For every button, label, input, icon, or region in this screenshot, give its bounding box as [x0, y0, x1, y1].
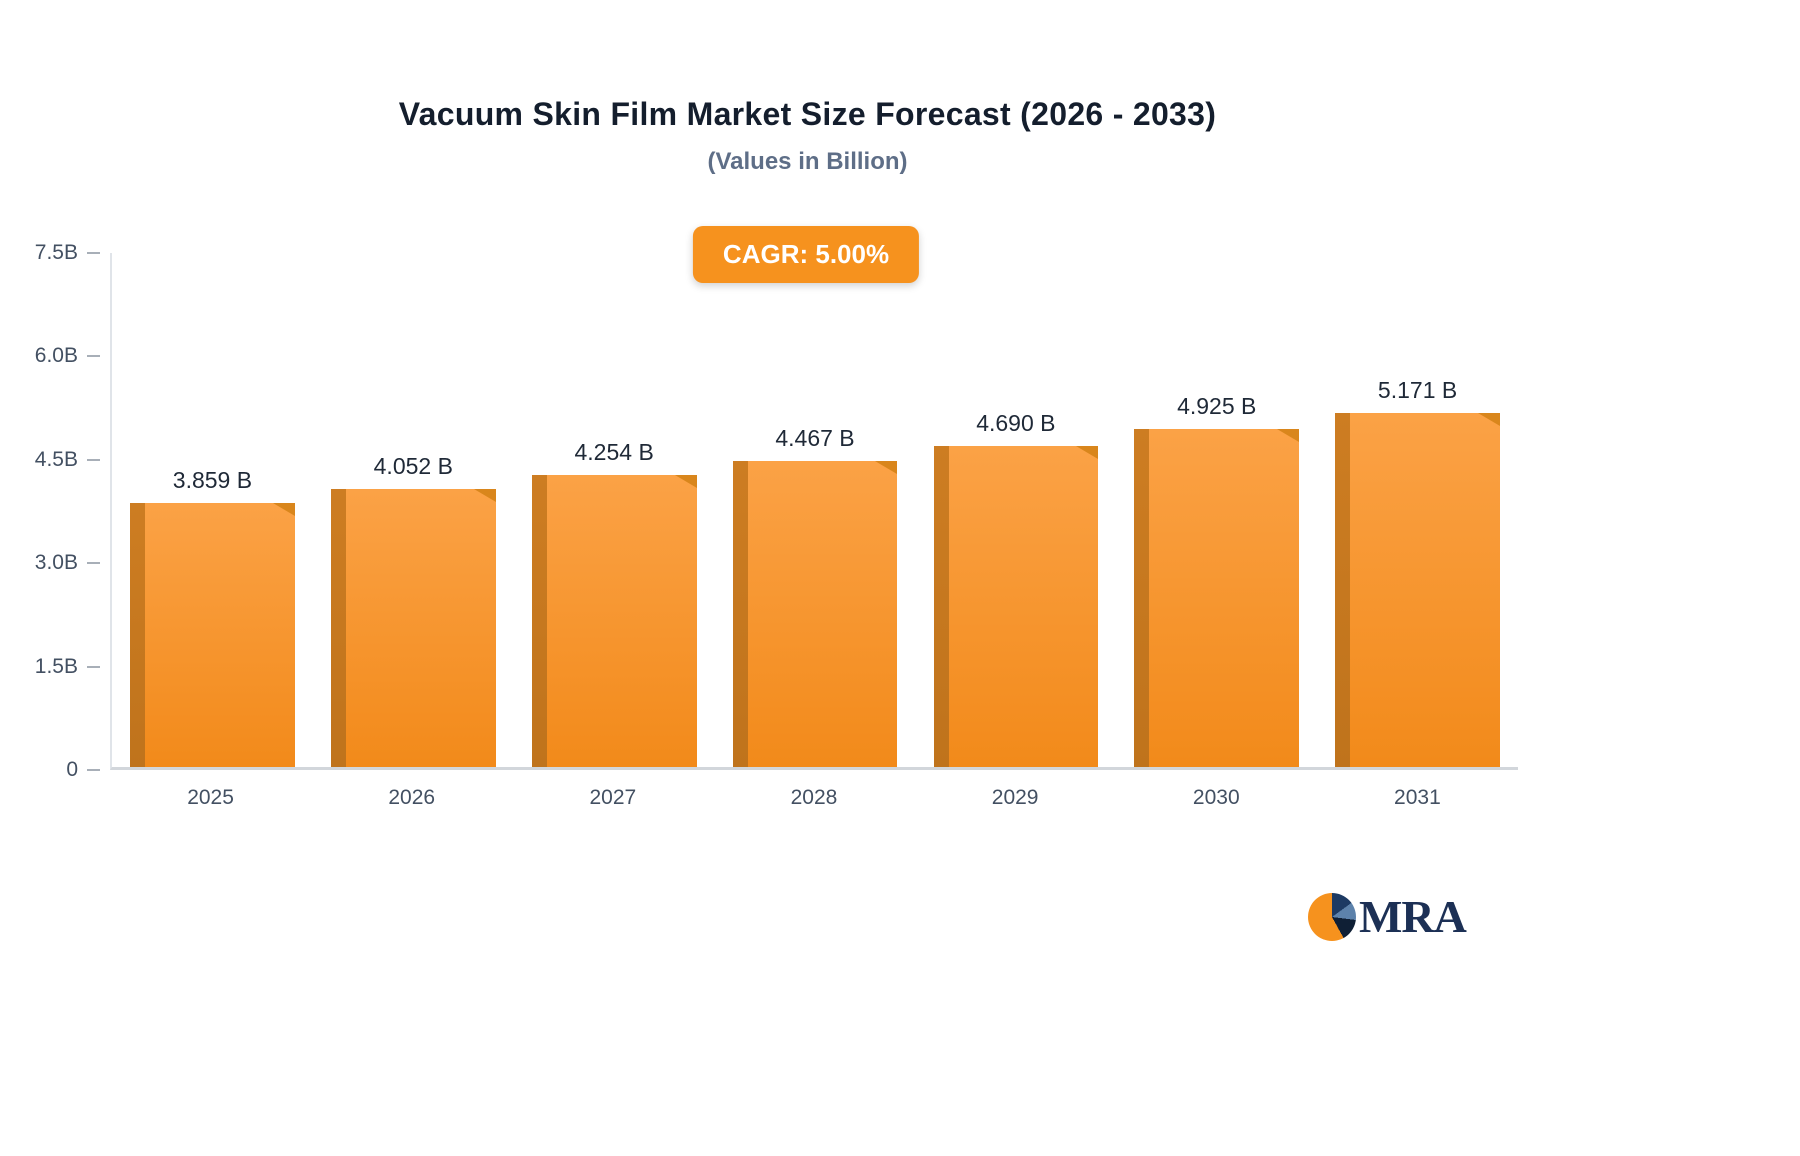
y-tick-label: 3.0B	[34, 551, 78, 575]
bar-top-bevel	[1076, 445, 1099, 459]
x-axis: 2025 2026 2027 2028 2029 2030 2031	[110, 786, 1518, 810]
x-tick-label: 2027	[589, 786, 637, 809]
bar-slot: 3.859 B	[112, 253, 313, 767]
bar-top-bevel	[875, 460, 898, 474]
bar-front-face	[546, 475, 697, 767]
bar-front-face	[747, 460, 898, 767]
y-tick-label: 0	[66, 758, 78, 781]
bar-2031: 5.171 B	[1335, 377, 1500, 767]
y-tick: 6.0B	[34, 344, 100, 368]
y-axis: 0 1.5B 3.0B 4.5B 6.0B 7.5B	[0, 241, 100, 781]
x-tick-label: 2026	[388, 786, 436, 809]
bar-side-face	[1335, 412, 1351, 767]
x-tick-label: 2030	[1192, 786, 1240, 809]
chart-title: Vacuum Skin Film Market Size Forecast (2…	[398, 96, 1217, 132]
y-tick-label: 4.5B	[34, 447, 78, 471]
bar-slot: 4.467 B	[715, 253, 916, 767]
bar-value-label: 4.254 B	[574, 439, 654, 466]
bar-slot: 4.254 B	[514, 253, 715, 767]
bar-front-face	[948, 445, 1099, 767]
y-tick-label: 7.5B	[34, 241, 78, 264]
bar-side-face	[531, 475, 547, 767]
bar-value-label: 4.925 B	[1177, 393, 1257, 420]
y-tick-label: 6.0B	[34, 344, 78, 368]
y-tick-mark	[87, 458, 100, 461]
bar-top-bevel	[473, 489, 496, 503]
bar-slot: 4.052 B	[313, 253, 514, 767]
bar-top-bevel	[1477, 412, 1500, 426]
y-tick-mark	[87, 562, 100, 565]
bar-2028: 4.467 B	[732, 425, 898, 767]
bar-front-face	[345, 489, 496, 767]
y-tick: 7.5B	[34, 241, 100, 264]
bar-value-label: 5.171 B	[1377, 376, 1458, 403]
bar-value-label: 4.052 B	[373, 453, 453, 480]
mra-logo-text: MRA	[1359, 891, 1467, 942]
y-tick: 3.0B	[34, 551, 100, 575]
x-tick-label: 2031	[1394, 786, 1441, 809]
cagr-badge: CAGR: 5.00%	[692, 226, 920, 283]
bar-2025: 3.859 B	[130, 467, 295, 767]
bar-2030: 4.925 B	[1134, 393, 1300, 767]
mra-logo: MRA	[1308, 891, 1467, 942]
plot-area: 3.859 B 4.052 B 4.254 B 4.467 B 4.690 B 4.925…	[110, 253, 1518, 770]
bar-value-label: 4.467 B	[775, 424, 855, 451]
bar-2029: 4.690 B	[933, 410, 1099, 767]
y-tick-mark	[87, 665, 100, 668]
bar-top-bevel	[272, 502, 295, 516]
bar-side-face	[330, 489, 346, 767]
y-tick-mark	[87, 252, 100, 254]
x-tick-label: 2028	[790, 786, 838, 809]
y-tick-mark	[87, 355, 100, 358]
bar-side-face	[732, 460, 748, 767]
bar-2027: 4.254 B	[531, 439, 697, 767]
bar-top-bevel	[674, 475, 697, 489]
bar-slot: 4.925 B	[1116, 253, 1317, 767]
bar-2026: 4.052 B	[330, 453, 496, 767]
bar-slot: 4.690 B	[915, 253, 1116, 767]
bar-value-label: 4.690 B	[976, 409, 1056, 436]
bar-front-face	[1149, 429, 1300, 767]
y-tick: 0	[66, 758, 100, 781]
bar-top-bevel	[1277, 429, 1300, 443]
x-tick-label: 2025	[187, 786, 234, 809]
bar-side-face	[1134, 429, 1150, 767]
chart-subtitle: (Values in Billion)	[707, 148, 908, 175]
bar-slot: 5.171 B	[1317, 253, 1518, 767]
bars-container: 3.859 B 4.052 B 4.254 B 4.467 B 4.690 B 4.925…	[112, 253, 1518, 767]
y-tick-label: 1.5B	[34, 654, 78, 678]
bar-value-label: 3.859 B	[172, 466, 253, 493]
bar-front-face	[145, 502, 295, 767]
x-tick-label: 2029	[991, 786, 1039, 809]
y-tick-mark	[87, 769, 100, 771]
bar-side-face	[933, 445, 949, 767]
bar-front-face	[1350, 412, 1500, 767]
y-tick: 4.5B	[34, 447, 100, 471]
bar-chart: 0 1.5B 3.0B 4.5B 6.0B 7.5B 3.859 B 4.052 B 4.25…	[35, 241, 1518, 781]
y-tick: 1.5B	[34, 654, 100, 678]
bar-side-face	[130, 502, 146, 767]
mra-logo-pie-icon	[1308, 893, 1356, 941]
